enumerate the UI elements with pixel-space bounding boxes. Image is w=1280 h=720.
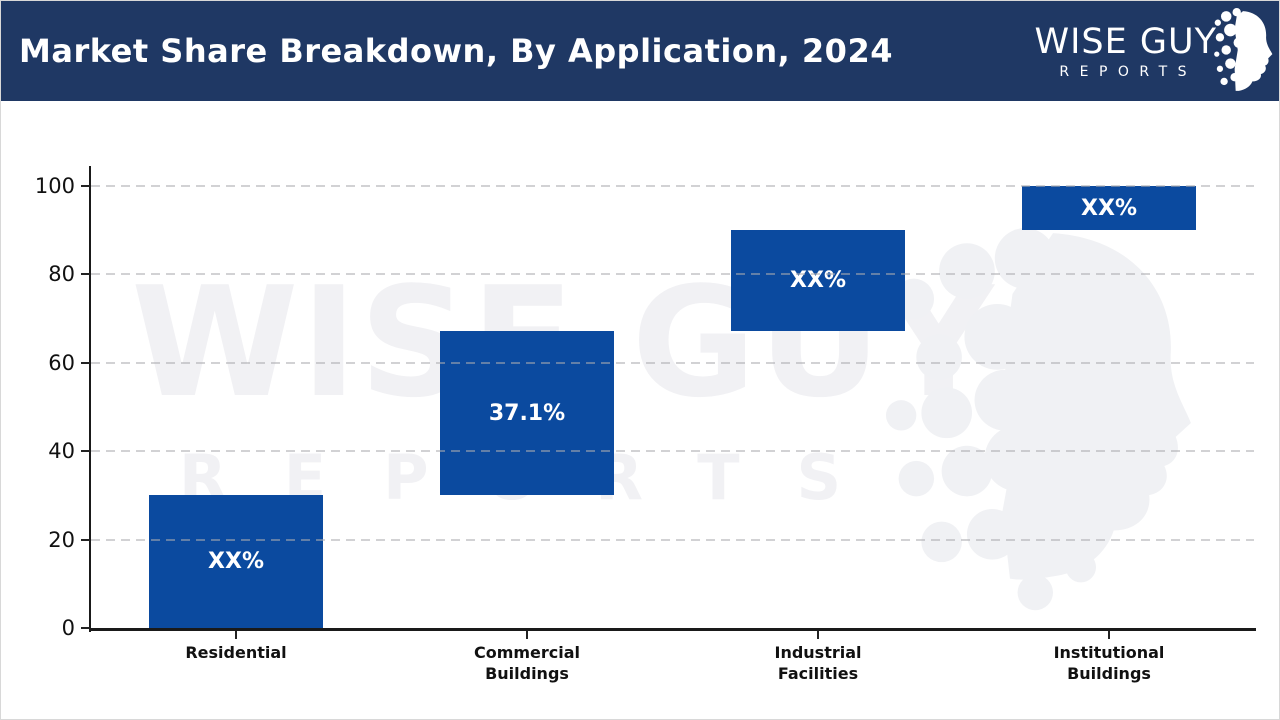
y-tick-label-80: 80 [48, 262, 75, 287]
x-category-label-4: Institutional Buildings [1053, 643, 1165, 683]
bar-2: 37.1% [440, 331, 614, 496]
logo-face-icon [1214, 8, 1273, 91]
y-tick-label-60: 60 [48, 350, 75, 375]
y-tick-20 [81, 538, 90, 541]
y-tick-label-20: 20 [48, 527, 75, 552]
y-tick-40 [81, 450, 90, 453]
bar-value-label: XX% [1081, 195, 1137, 221]
watermark-face-icon [885, 228, 1191, 611]
y-tick-60 [81, 361, 90, 364]
y-tick-label-0: 0 [61, 616, 75, 640]
x-category-label-1: Residential [185, 643, 287, 662]
logo-wordmark: WISE GUY REPORTS [1034, 22, 1217, 80]
y-tick-100 [81, 185, 90, 187]
bar-value-label: 37.1% [488, 400, 566, 426]
gridline-80 [91, 273, 1254, 276]
x-tick-4 [1108, 631, 1110, 639]
gridline-20 [91, 538, 1254, 541]
bar-1: XX% [149, 495, 323, 628]
x-tick-1 [235, 631, 237, 639]
y-tick-0 [81, 627, 90, 629]
wiseguy-logo: WISE GUY REPORTS [1034, 7, 1275, 95]
y-tick-label-40: 40 [48, 439, 75, 464]
gridline-40 [91, 450, 1254, 453]
gridline-100 [91, 185, 1254, 187]
x-category-label-2: Commercial Buildings [473, 643, 581, 683]
y-axis-spine [89, 166, 91, 632]
x-category-label-3: Industrial Facilities [774, 643, 862, 683]
y-tick-label-100: 100 [34, 174, 75, 198]
bar-value-label: XX% [790, 268, 846, 294]
chart-title: Market Share Breakdown, By Application, … [19, 32, 893, 70]
y-tick-80 [81, 273, 90, 276]
header-bar: Market Share Breakdown, By Application, … [1, 1, 1279, 101]
x-tick-3 [817, 631, 819, 639]
gridline-60 [91, 361, 1254, 364]
bar-4: XX% [1022, 186, 1196, 231]
bar-value-label: XX% [208, 549, 264, 575]
logo-wordmark-line2: REPORTS [1059, 64, 1198, 80]
bar-3: XX% [731, 230, 905, 332]
logo-wordmark-line1: WISE GUY [1034, 22, 1217, 62]
x-tick-2 [526, 631, 528, 639]
x-axis-spine [89, 628, 1256, 631]
